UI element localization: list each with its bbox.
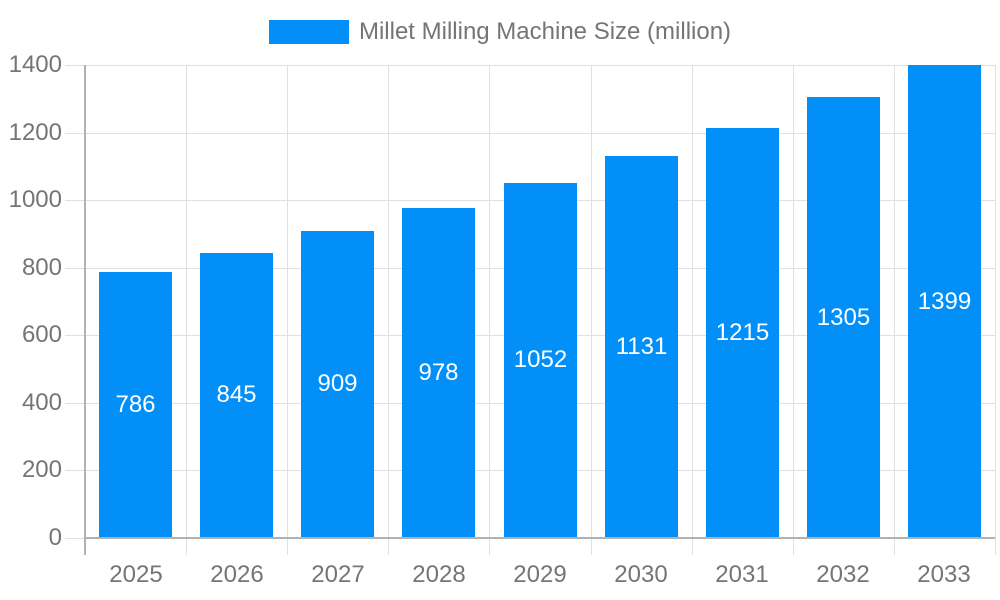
bar[interactable] bbox=[99, 272, 172, 538]
x-axis-label: 2025 bbox=[109, 561, 163, 588]
bar-value-label: 1131 bbox=[615, 333, 668, 360]
x-axis-tick bbox=[793, 538, 794, 555]
bar-value-label: 1305 bbox=[816, 304, 871, 331]
bar[interactable] bbox=[200, 252, 273, 538]
x-axis-tick bbox=[489, 538, 490, 555]
bar[interactable] bbox=[908, 65, 981, 538]
y-axis-label: 0 bbox=[48, 524, 62, 551]
legend-swatch bbox=[268, 20, 349, 44]
y-axis-label: 600 bbox=[21, 321, 62, 348]
bar-value-label: 786 bbox=[115, 391, 156, 418]
x-axis-tick bbox=[287, 538, 288, 555]
y-axis-tick bbox=[65, 470, 85, 471]
v-gridline bbox=[793, 65, 794, 538]
bar-value-label: 1399 bbox=[917, 288, 972, 315]
x-axis-label: 2030 bbox=[614, 561, 668, 588]
y-axis-tick bbox=[65, 65, 85, 66]
bar[interactable] bbox=[301, 230, 374, 538]
y-axis-label: 1000 bbox=[8, 186, 62, 213]
y-axis-tick bbox=[65, 403, 85, 404]
y-axis-tick bbox=[65, 133, 85, 134]
x-axis-label: 2026 bbox=[210, 561, 264, 588]
y-axis-label: 1400 bbox=[8, 51, 62, 78]
x-axis-label: 2033 bbox=[917, 561, 971, 588]
v-gridline bbox=[186, 65, 187, 538]
bar-value-label: 1052 bbox=[513, 346, 568, 373]
bar[interactable] bbox=[706, 127, 779, 538]
bar-value-label: 1215 bbox=[715, 319, 770, 346]
x-axis-label: 2028 bbox=[412, 561, 466, 588]
x-axis-line bbox=[85, 537, 995, 539]
bar[interactable] bbox=[605, 155, 678, 538]
v-gridline bbox=[692, 65, 693, 538]
y-axis-tick bbox=[65, 200, 85, 201]
y-axis-tick bbox=[65, 268, 85, 269]
x-axis-tick bbox=[692, 538, 693, 555]
legend-label: Millet Milling Machine Size (million) bbox=[358, 18, 732, 45]
y-axis-label: 400 bbox=[21, 389, 62, 416]
v-gridline bbox=[591, 65, 592, 538]
y-axis-tick bbox=[65, 538, 85, 539]
v-gridline bbox=[388, 65, 389, 538]
y-axis-label: 200 bbox=[21, 456, 62, 483]
x-axis-tick bbox=[186, 538, 187, 555]
x-axis-tick bbox=[995, 538, 996, 555]
x-axis-tick bbox=[388, 538, 389, 555]
bar-value-label: 909 bbox=[317, 370, 358, 397]
x-axis-label: 2032 bbox=[816, 561, 870, 588]
h-gridline bbox=[85, 133, 995, 134]
y-axis-label: 800 bbox=[21, 254, 62, 281]
x-axis-tick bbox=[894, 538, 895, 555]
x-axis-label: 2029 bbox=[513, 561, 567, 588]
bar-value-label: 978 bbox=[418, 359, 459, 386]
bar-value-label: 845 bbox=[216, 381, 257, 408]
v-gridline bbox=[894, 65, 895, 538]
y-axis-label: 1200 bbox=[8, 119, 62, 146]
x-axis-label: 2027 bbox=[311, 561, 365, 588]
y-axis-tick bbox=[65, 335, 85, 336]
x-axis-tick bbox=[591, 538, 592, 555]
v-gridline bbox=[489, 65, 490, 538]
x-axis-label: 2031 bbox=[715, 561, 769, 588]
bar[interactable] bbox=[504, 182, 577, 538]
bar[interactable] bbox=[807, 97, 880, 538]
chart-legend[interactable]: Millet Milling Machine Size (million) bbox=[0, 18, 1000, 46]
y-axis-line bbox=[84, 65, 86, 555]
v-gridline bbox=[287, 65, 288, 538]
h-gridline bbox=[85, 65, 995, 66]
bar[interactable] bbox=[402, 207, 475, 538]
v-gridline bbox=[995, 65, 996, 538]
